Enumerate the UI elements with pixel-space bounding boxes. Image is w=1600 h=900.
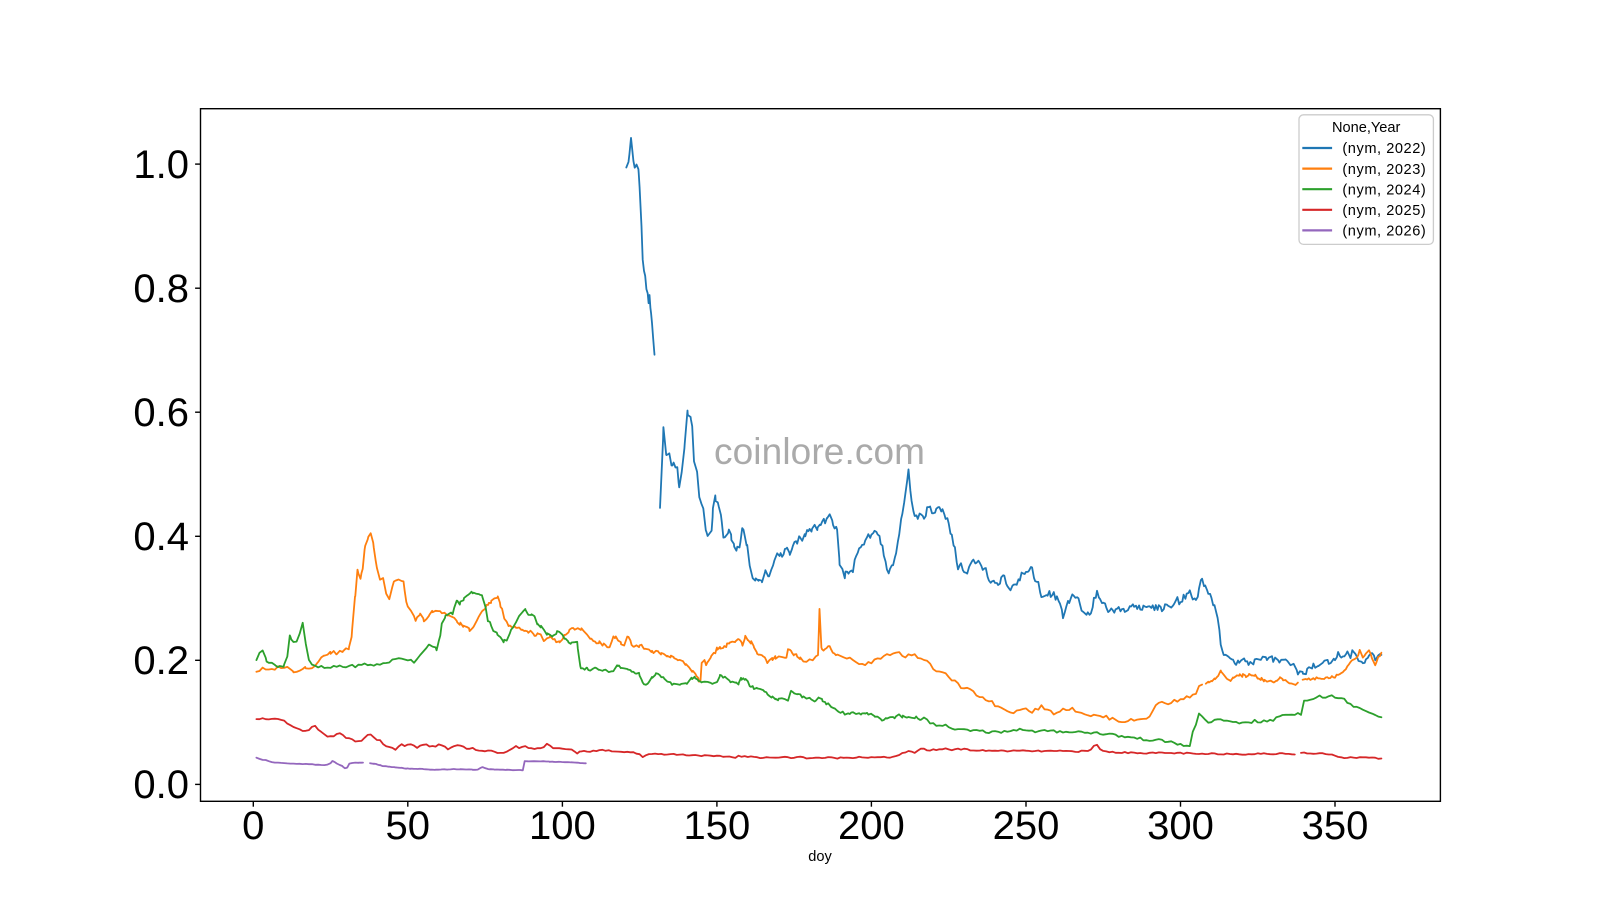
svg-text:(nym, 2025): (nym, 2025) [1342, 203, 1426, 219]
svg-text:doy: doy [808, 849, 832, 865]
svg-text:(nym, 2026): (nym, 2026) [1342, 224, 1426, 240]
svg-text:0.6: 0.6 [133, 391, 189, 435]
svg-text:200: 200 [838, 804, 905, 848]
svg-text:(nym, 2022): (nym, 2022) [1342, 141, 1426, 157]
svg-text:(nym, 2023): (nym, 2023) [1342, 162, 1426, 178]
svg-text:300: 300 [1147, 804, 1214, 848]
svg-text:(nym, 2024): (nym, 2024) [1342, 182, 1426, 198]
svg-text:0: 0 [242, 804, 264, 848]
svg-text:coinlore.com: coinlore.com [714, 431, 925, 472]
svg-text:0.0: 0.0 [133, 763, 189, 807]
svg-text:50: 50 [386, 804, 431, 848]
svg-text:100: 100 [529, 804, 596, 848]
svg-text:1.0: 1.0 [133, 143, 189, 187]
svg-text:0.2: 0.2 [133, 639, 189, 683]
svg-text:250: 250 [993, 804, 1060, 848]
svg-text:350: 350 [1302, 804, 1369, 848]
svg-text:None,Year: None,Year [1332, 120, 1401, 136]
svg-text:0.8: 0.8 [133, 267, 189, 311]
svg-text:150: 150 [684, 804, 751, 848]
svg-text:0.4: 0.4 [133, 515, 189, 559]
